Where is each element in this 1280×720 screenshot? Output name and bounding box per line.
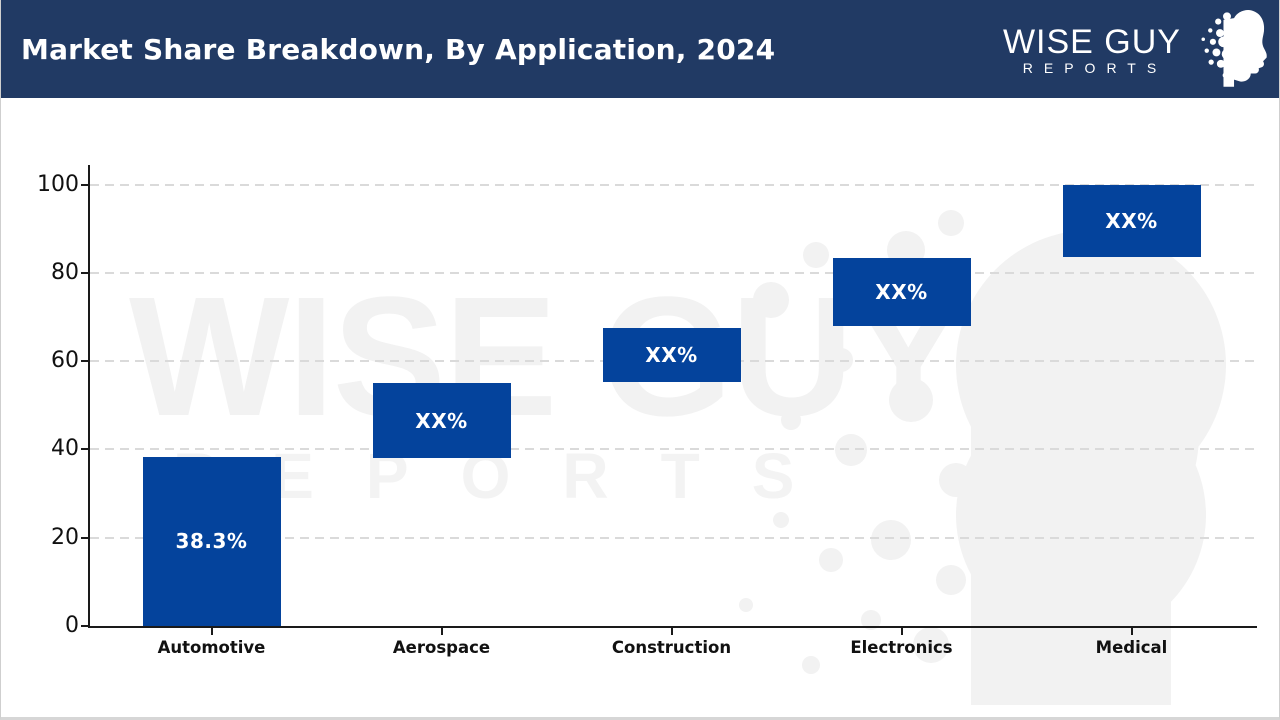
bar-medical: XX%	[1062, 185, 1201, 258]
y-tick-label: 80	[51, 259, 79, 285]
y-tick-mark	[81, 271, 88, 274]
logo-subtitle: REPORTS	[1022, 60, 1168, 76]
y-tick-mark	[81, 360, 88, 363]
y-tick-label: 0	[65, 613, 79, 638]
logo-text: WISE GUY REPORTS	[1003, 24, 1181, 76]
page-title: Market Share Breakdown, By Application, …	[21, 32, 776, 66]
gridline-40	[90, 448, 1257, 451]
x-tick-mark	[440, 628, 443, 635]
header-bar: Market Share Breakdown, By Application, …	[1, 0, 1279, 98]
gridline-20	[90, 536, 1257, 539]
y-axis-line	[88, 165, 90, 628]
bar-construction: XX%	[602, 327, 741, 383]
bar-automotive: 38.3%	[142, 456, 281, 626]
category-label-construction: Construction	[611, 638, 732, 657]
y-tick-label: 100	[37, 171, 79, 197]
x-tick-mark	[900, 628, 903, 635]
y-tick-mark	[81, 625, 88, 627]
bar-value-label: XX%	[1105, 209, 1158, 234]
y-tick-label: 40	[51, 436, 79, 462]
watermark-face-icon	[701, 185, 1271, 709]
bar-aerospace: XX%	[372, 382, 511, 459]
gridline-100	[90, 183, 1257, 186]
bar-value-label: XX%	[645, 342, 698, 367]
wise-guy-reports-logo: WISE GUY REPORTS	[1003, 6, 1271, 94]
x-tick-mark	[1130, 628, 1133, 635]
y-tick-label: 60	[51, 348, 79, 374]
bar-value-label: XX%	[875, 279, 928, 304]
dotted-face-icon	[1183, 5, 1271, 95]
category-label-electronics: Electronics	[850, 638, 953, 657]
gridline-80	[90, 271, 1257, 274]
bar-value-label: 38.3%	[175, 529, 248, 554]
category-label-automotive: Automotive	[157, 638, 266, 657]
y-tick-mark	[81, 536, 88, 539]
category-label-medical: Medical	[1095, 638, 1168, 657]
watermark-wordmark: WISE GUY	[129, 262, 965, 452]
x-tick-mark	[210, 628, 213, 635]
category-label-aerospace: Aerospace	[392, 638, 491, 657]
x-tick-mark	[670, 628, 673, 635]
y-tick-label: 20	[51, 524, 79, 550]
y-tick-mark	[81, 183, 88, 186]
x-axis-line	[88, 626, 1257, 628]
bar-value-label: XX%	[415, 408, 468, 433]
y-tick-mark	[81, 448, 88, 451]
bar-electronics: XX%	[832, 257, 971, 326]
logo-wordmark: WISE GUY	[1002, 23, 1181, 61]
